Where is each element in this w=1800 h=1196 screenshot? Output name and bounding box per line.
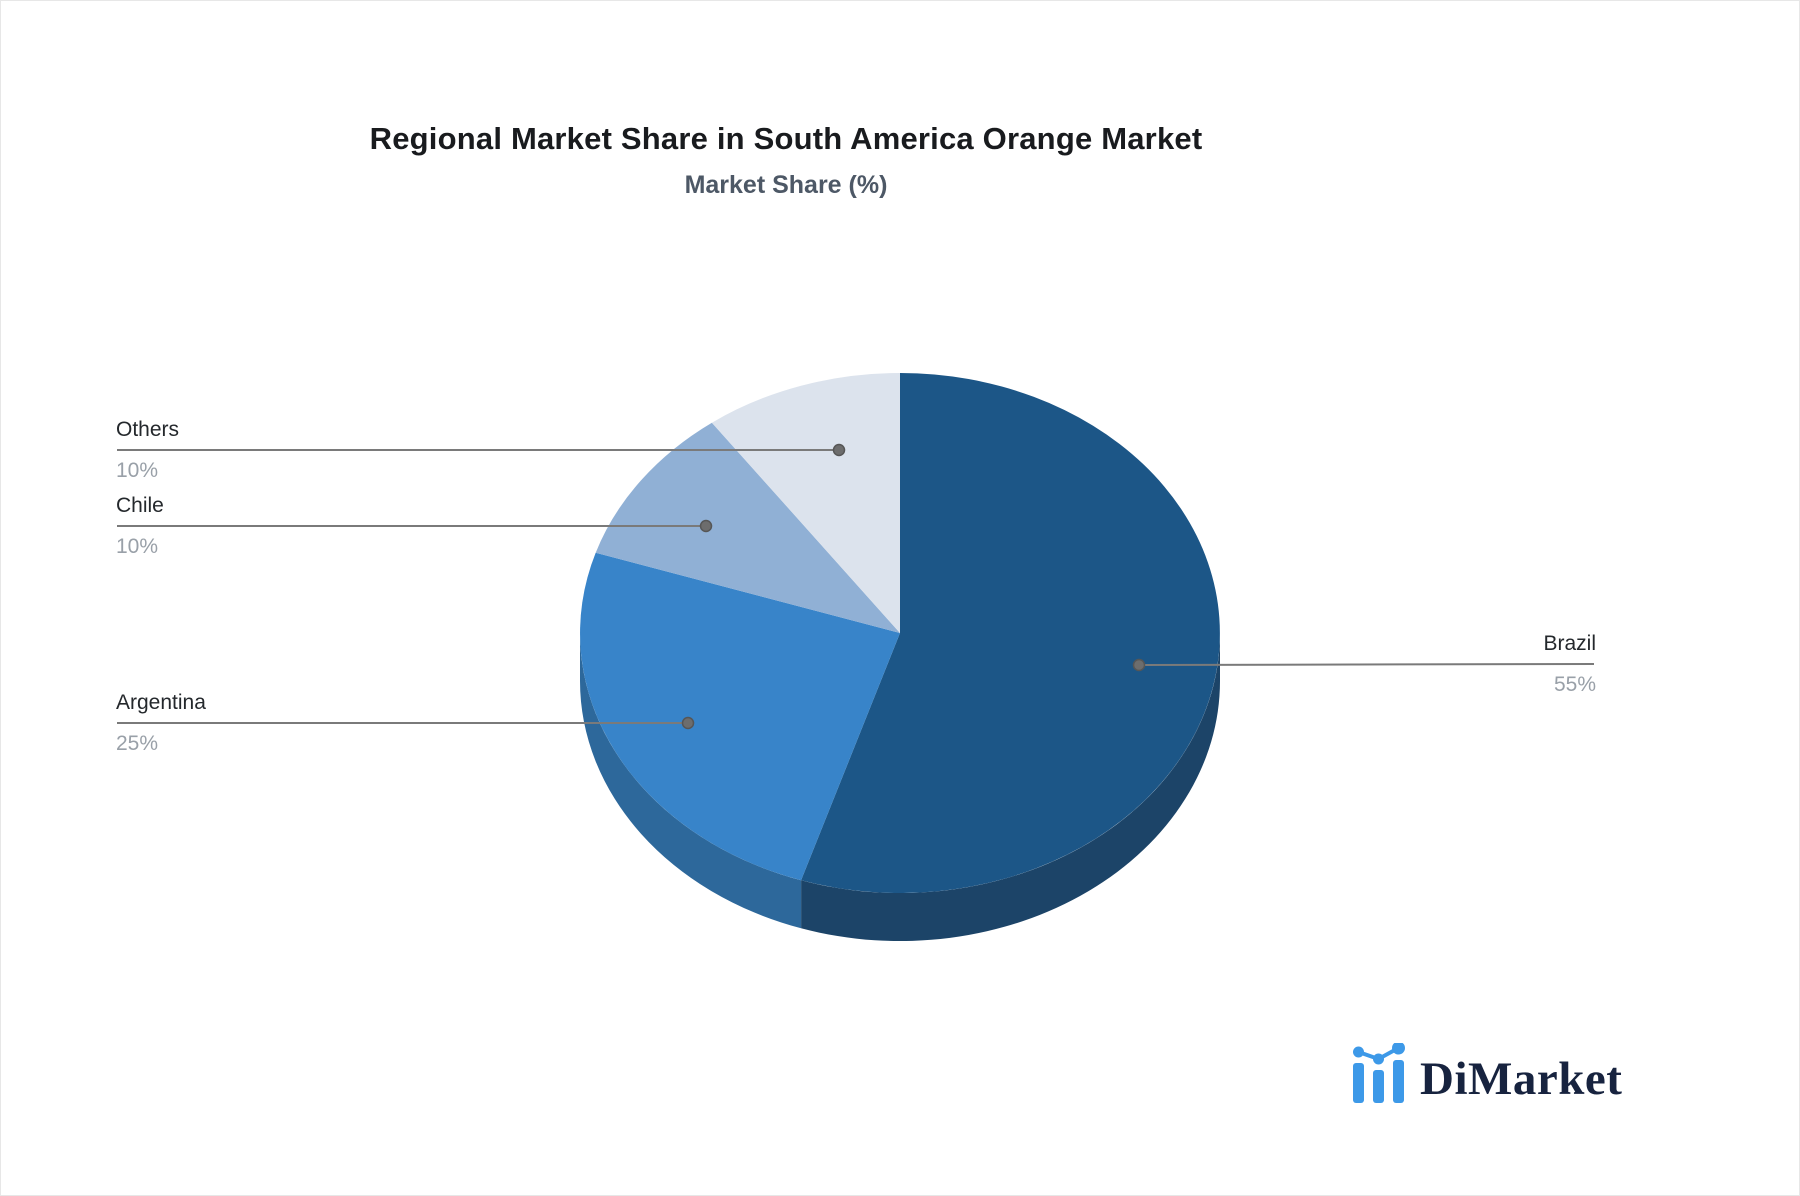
logo-text: DiMarket: [1420, 1053, 1623, 1105]
pie-slice-brazil[interactable]: [801, 373, 1220, 894]
slice-label-chile: Chile: [116, 494, 164, 518]
leader-dot-chile: [699, 519, 713, 533]
slice-label-brazil: Brazil: [1543, 632, 1596, 656]
pie-slice-side-argentina: [579, 633, 802, 929]
slice-label-others: Others: [116, 418, 179, 442]
slice-pct-argentina: 25%: [116, 732, 158, 756]
slice-pct-chile: 10%: [116, 535, 158, 559]
slice-pct-brazil: 55%: [1554, 673, 1596, 697]
slice-percent: 10%: [116, 459, 159, 482]
leader-dot-others: [832, 443, 846, 457]
dimarket-logo: DiMarket: [1353, 1043, 1622, 1103]
pie-slice-side-brazil: [801, 633, 1220, 942]
slice-name: Brazil: [1543, 632, 1596, 655]
slice-percent: 25%: [116, 732, 159, 755]
slice-name: Chile: [116, 494, 164, 517]
slice-percent: 55%: [1553, 673, 1596, 696]
bar-line-chart-icon: [1353, 1043, 1405, 1103]
slice-name: Others: [116, 418, 180, 441]
slice-percent: 10%: [116, 535, 159, 558]
leader-dot-argentina: [681, 716, 695, 730]
slice-name: Argentina: [116, 691, 206, 714]
pie-slice-argentina[interactable]: [580, 552, 900, 881]
pie-slice-others[interactable]: [711, 373, 900, 633]
leader-dot-brazil: [1132, 658, 1146, 672]
slice-label-argentina: Argentina: [116, 691, 206, 715]
slice-pct-others: 10%: [116, 459, 158, 483]
leader-line-brazil: [1138, 663, 1595, 666]
chart-title: Regional Market Share in South America O…: [369, 121, 1203, 156]
pie-slice-chile[interactable]: [595, 422, 900, 633]
chart-subtitle: Market Share (%): [684, 171, 888, 199]
